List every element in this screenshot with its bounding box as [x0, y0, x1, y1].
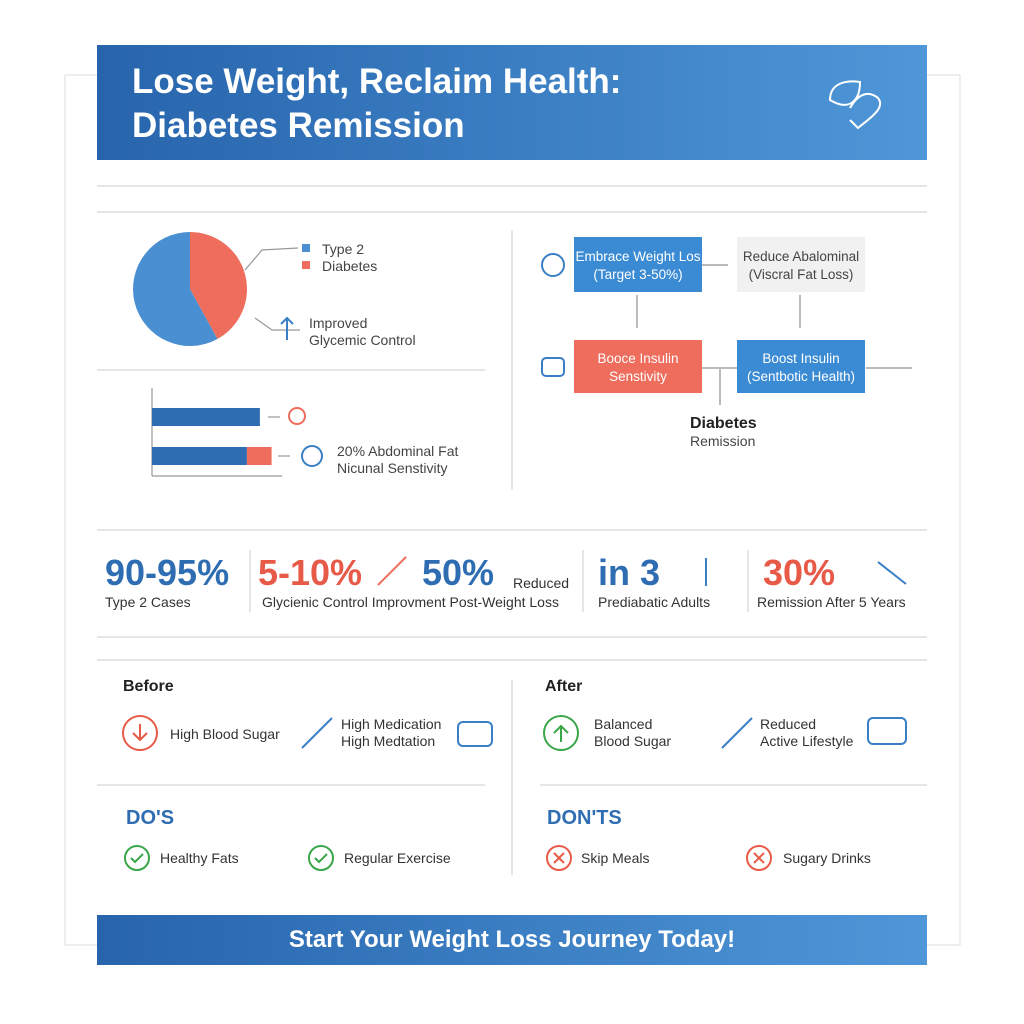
- flow-node: (Sentbotic Health): [746, 369, 856, 384]
- stat-caption: Prediabatic Adults: [598, 594, 711, 610]
- flow-node: Booce Insulin: [597, 351, 679, 366]
- bar-label: Nicunal Senstivity: [337, 460, 448, 476]
- item: Balanced: [594, 716, 653, 732]
- heading: Before: [123, 678, 174, 695]
- stat-caption: Remission After 5 Years: [757, 594, 906, 610]
- outcome: Remission: [690, 433, 756, 449]
- stat-caption: Reduced: [513, 575, 570, 591]
- item: High Blood Sugar: [170, 726, 280, 742]
- legend-entry: Diabetes: [322, 258, 378, 274]
- flow-node: Senstivity: [609, 369, 667, 384]
- item: High Medtation: [341, 733, 436, 749]
- pie-slice: [190, 232, 247, 339]
- pie-slice: [133, 232, 218, 347]
- item: Sugary Drinks: [783, 850, 871, 866]
- item: Healthy Fats: [160, 850, 239, 866]
- stat-caption: Type 2 Cases: [105, 594, 191, 610]
- item: Regular Exercise: [344, 850, 451, 866]
- note: Improved: [309, 315, 368, 331]
- item: Blood Sugar: [594, 733, 672, 749]
- heading: DO'S: [126, 807, 175, 829]
- item: Reduced: [760, 716, 817, 732]
- note: Glycemic Control: [309, 332, 416, 348]
- stat-value: 5-10%: [258, 552, 363, 593]
- bar: [246, 447, 272, 465]
- heading: DON'TS: [547, 807, 622, 829]
- stat-caption: Glycienic Control Improvment Post-Weight…: [262, 594, 559, 610]
- flow-node: Boost Insulin: [762, 351, 840, 366]
- flow-node: (Target 3-50%): [593, 267, 683, 282]
- item: Skip Meals: [581, 850, 650, 866]
- item: Active Lifestyle: [760, 733, 854, 749]
- footer-banner: Start Your Weight Loss Journey Today!: [288, 926, 736, 953]
- flow-node: (Viscral Fat Loss): [748, 267, 854, 282]
- stat-value: 50%: [422, 552, 495, 593]
- flow-node: Embrace Weight Los: [575, 249, 701, 264]
- stat-value: 30%: [763, 552, 836, 593]
- stat-value: in 3: [598, 552, 661, 593]
- heading: After: [545, 678, 583, 695]
- flow-node: Reduce Abalominal: [742, 249, 860, 264]
- item: High Medication: [341, 716, 442, 732]
- title: Diabetes Remission: [132, 106, 465, 145]
- bar: [152, 408, 260, 426]
- outcome: Diabetes: [690, 415, 757, 432]
- bar-label: 20% Abdominal Fat: [337, 443, 459, 459]
- stat-value: 90-95%: [105, 552, 230, 593]
- title: Lose Weight, Reclaim Health:: [132, 62, 622, 101]
- legend-entry: Type 2: [322, 241, 365, 257]
- bar: [152, 447, 247, 465]
